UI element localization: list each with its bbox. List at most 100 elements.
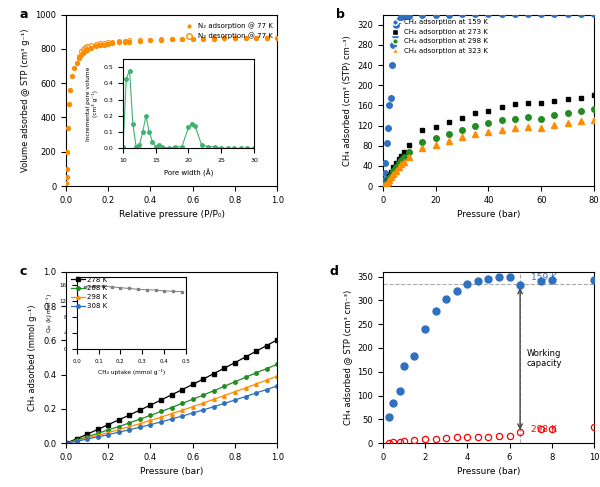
X-axis label: Pressure (bar): Pressure (bar) — [457, 468, 520, 476]
Text: d: d — [330, 265, 339, 278]
268 K — [62, 440, 70, 446]
268 K — [263, 366, 270, 372]
268 K — [94, 431, 101, 436]
308 K — [73, 438, 80, 444]
298 K — [62, 440, 70, 446]
278 K — [83, 431, 91, 437]
Text: 298 K: 298 K — [530, 425, 557, 434]
268 K — [136, 416, 143, 422]
278 K — [253, 348, 260, 354]
268 K — [126, 420, 133, 426]
268 K — [200, 392, 207, 398]
298 K — [242, 385, 249, 391]
X-axis label: Relative pressure (P/P₀): Relative pressure (P/P₀) — [119, 210, 224, 219]
308 K — [179, 413, 186, 419]
Text: a: a — [20, 8, 28, 21]
Legend: 278 K, 268 K, 298 K, 308 K: 278 K, 268 K, 298 K, 308 K — [68, 274, 110, 312]
308 K — [136, 424, 143, 430]
268 K — [115, 424, 122, 430]
278 K — [136, 407, 143, 413]
268 K — [189, 396, 196, 402]
298 K — [115, 427, 122, 432]
268 K — [253, 370, 260, 376]
308 K — [242, 393, 249, 399]
298 K — [263, 377, 270, 383]
278 K — [168, 392, 175, 398]
278 K — [242, 354, 249, 360]
308 K — [168, 416, 175, 422]
298 K — [221, 393, 228, 398]
Text: 159 K: 159 K — [530, 273, 557, 282]
278 K — [210, 371, 217, 376]
298 K — [168, 411, 175, 416]
268 K — [179, 400, 186, 406]
278 K — [73, 436, 80, 442]
268 K — [274, 361, 281, 367]
278 K — [221, 365, 228, 371]
278 K — [147, 402, 154, 408]
278 K — [274, 337, 281, 343]
298 K — [232, 389, 239, 394]
308 K — [94, 434, 101, 440]
X-axis label: Pressure (bar): Pressure (bar) — [140, 468, 203, 476]
298 K — [253, 381, 260, 387]
Line: 298 K: 298 K — [64, 375, 279, 445]
Text: c: c — [20, 265, 27, 278]
308 K — [62, 440, 70, 446]
268 K — [147, 412, 154, 418]
X-axis label: Pressure (bar): Pressure (bar) — [457, 210, 520, 219]
Y-axis label: CH₄ adsorbed (mmol g⁻¹): CH₄ adsorbed (mmol g⁻¹) — [28, 304, 37, 411]
278 K — [104, 422, 112, 428]
Y-axis label: CH₄ adsorbed (cm³ (STP) cm⁻³): CH₄ adsorbed (cm³ (STP) cm⁻³) — [343, 35, 352, 166]
268 K — [221, 383, 228, 389]
298 K — [189, 404, 196, 410]
268 K — [83, 434, 91, 440]
Text: b: b — [337, 8, 345, 21]
278 K — [263, 343, 270, 349]
268 K — [73, 437, 80, 443]
Y-axis label: CH₄ adsorbed @ STP (cm³ cm⁻³): CH₄ adsorbed @ STP (cm³ cm⁻³) — [343, 290, 352, 425]
308 K — [147, 422, 154, 428]
308 K — [232, 397, 239, 403]
298 K — [126, 424, 133, 430]
298 K — [147, 417, 154, 423]
268 K — [104, 427, 112, 433]
278 K — [179, 387, 186, 393]
278 K — [157, 397, 164, 403]
278 K — [126, 412, 133, 418]
278 K — [94, 427, 101, 432]
308 K — [200, 407, 207, 413]
308 K — [274, 383, 281, 389]
Line: 308 K: 308 K — [64, 384, 279, 445]
278 K — [200, 376, 207, 382]
268 K — [168, 405, 175, 411]
298 K — [73, 438, 80, 444]
Y-axis label: Volume adsorbed @ STP (cm³ g⁻¹): Volume adsorbed @ STP (cm³ g⁻¹) — [21, 29, 30, 172]
278 K — [189, 381, 196, 387]
298 K — [136, 421, 143, 427]
Line: 268 K: 268 K — [64, 363, 279, 445]
268 K — [157, 409, 164, 414]
268 K — [232, 379, 239, 385]
308 K — [83, 436, 91, 442]
308 K — [104, 431, 112, 437]
Text: Working
capacity: Working capacity — [526, 349, 562, 368]
Legend: CH₄ adsorption at 159 K, CH₄ adsorption at 273 K, CH₄ adsorption at 298 K, CH₄ a: CH₄ adsorption at 159 K, CH₄ adsorption … — [385, 17, 490, 56]
278 K — [232, 360, 239, 366]
308 K — [115, 429, 122, 435]
298 K — [157, 414, 164, 420]
298 K — [94, 432, 101, 438]
308 K — [263, 387, 270, 393]
308 K — [221, 400, 228, 406]
Line: 278 K: 278 K — [64, 338, 279, 445]
298 K — [200, 400, 207, 406]
298 K — [83, 435, 91, 441]
298 K — [210, 396, 217, 402]
Legend: N₂ adsorption @ 77 K, N₂ desorption @ 77 K: N₂ adsorption @ 77 K, N₂ desorption @ 77… — [179, 19, 276, 42]
308 K — [253, 390, 260, 396]
298 K — [104, 430, 112, 435]
268 K — [210, 388, 217, 393]
278 K — [62, 440, 70, 446]
308 K — [189, 410, 196, 416]
268 K — [242, 375, 249, 380]
